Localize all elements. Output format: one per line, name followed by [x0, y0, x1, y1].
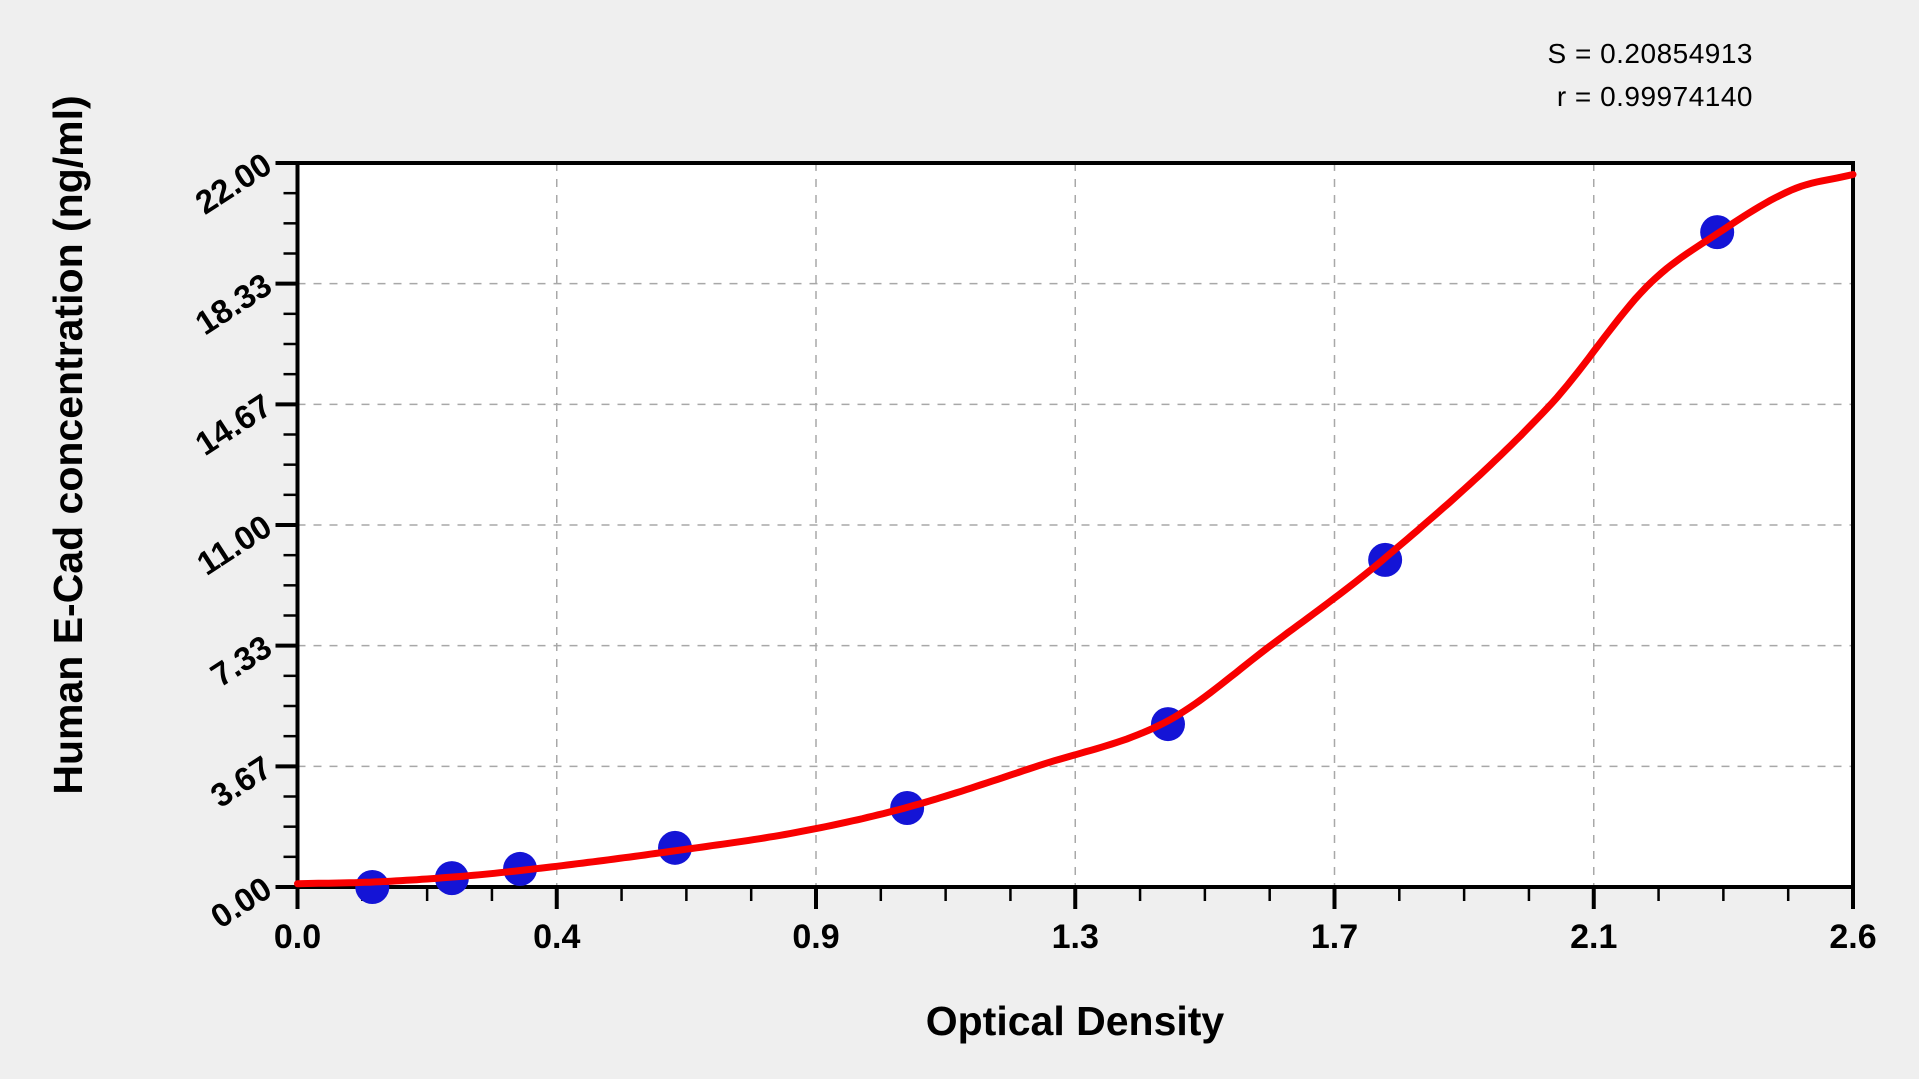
y-tick-label: 22.00: [189, 145, 278, 221]
x-tick-label: 1.7: [1311, 918, 1358, 956]
fit-curve: [294, 171, 1857, 888]
y-tick-label: 18.33: [189, 266, 278, 342]
y-tick-label: 11.00: [190, 507, 278, 582]
plot-spines: [295, 161, 1855, 889]
standard-point: [355, 870, 390, 904]
x-tick-label: 2.1: [1570, 918, 1617, 956]
stat-s: S = 0.20854913: [1547, 38, 1753, 69]
y-axis-title: Human E-Cad concentration (ng/ml): [45, 95, 91, 794]
gridlines: [297, 163, 1853, 887]
plot-frame: [295, 161, 1855, 889]
axis-ticks: [275, 161, 1855, 909]
x-tick-label: 0.4: [533, 918, 580, 956]
x-tick-label: 0.9: [792, 918, 839, 956]
stat-r: r = 0.99974140: [1557, 81, 1753, 112]
y-tick-label: 14.67: [189, 387, 278, 463]
y-tick-label: 7.33: [204, 628, 278, 694]
fit-curve-path: [294, 171, 1857, 888]
x-tick-label: 0.0: [274, 918, 321, 956]
x-axis-title: Optical Density: [926, 998, 1225, 1044]
y-tick-label: 3.67: [204, 749, 278, 815]
x-tick-label: 1.3: [1052, 918, 1099, 956]
y-tick-label: 0.00: [204, 869, 278, 935]
x-tick-label: 2.6: [1829, 918, 1876, 956]
